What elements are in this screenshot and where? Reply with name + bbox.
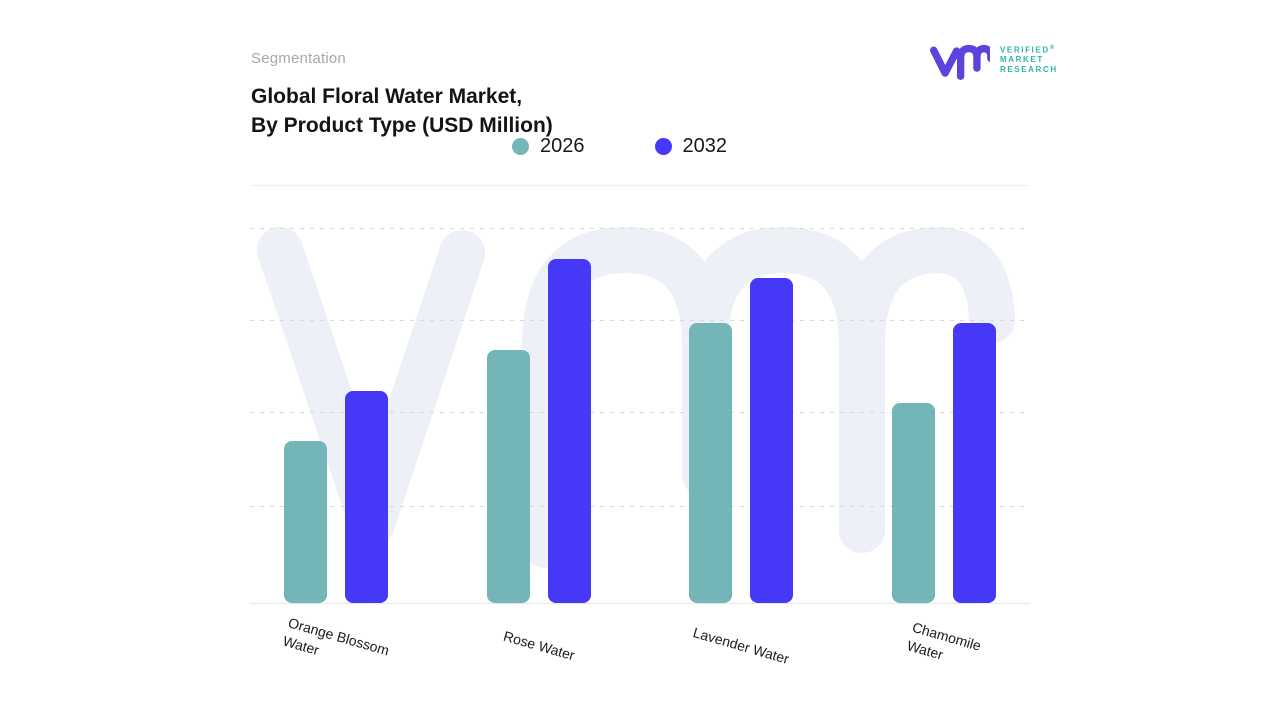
chart-subtitle: Segmentation — [251, 50, 346, 67]
gridline — [250, 411, 1030, 413]
x-axis-label-chamomile-water: Chamomile Water — [905, 618, 983, 663]
legend-label-2032: 2032 — [682, 135, 728, 157]
bar-2026-lavender-water — [689, 323, 732, 603]
gridline — [250, 228, 1030, 230]
plot-area: Orange Blossom Water Rose Water Lavender Wa… — [250, 225, 1030, 667]
bar-2026-rose-water — [487, 349, 530, 603]
x-axis-label-rose-water: Rose Water — [501, 627, 577, 664]
bar-2026-chamomile-water — [892, 402, 935, 603]
bar-2032-chamomile-water — [953, 323, 996, 603]
gridline — [250, 319, 1030, 321]
vmr-logo-text: VERIFIED® MARKET RESEARCH — [1000, 45, 1058, 74]
bar-2026-orange-blossom-water — [284, 440, 327, 603]
bar-2032-lavender-water — [750, 277, 793, 603]
legend-label-2026: 2026 — [540, 135, 585, 157]
header-divider — [250, 185, 1028, 186]
legend-item-2032[interactable]: 2032 — [654, 135, 728, 158]
x-axis-label-orange-blossom-water: Orange Blossom Water — [281, 614, 392, 659]
legend-item-2026[interactable]: 2026 — [512, 135, 585, 158]
legend-swatch-2032-icon — [654, 138, 672, 155]
x-axis-label-lavender-water: Lavender Water — [691, 624, 791, 667]
chart-title-line1: Global Floral Water Market, — [251, 85, 523, 108]
registered-mark: ® — [1049, 45, 1055, 51]
chart-title-line2: By Product Type (USD Million) — [251, 114, 553, 137]
vmr-monogram-icon — [930, 44, 990, 80]
bar-2032-orange-blossom-water — [345, 391, 388, 603]
gridline — [250, 506, 1030, 508]
chart-title: Global Floral Water Market, By Product T… — [251, 82, 553, 140]
chart-legend: 2026 2032 — [512, 135, 727, 158]
vmr-logo: VERIFIED® MARKET RESEARCH — [928, 36, 1058, 84]
bar-2032-rose-water — [548, 259, 591, 603]
legend-swatch-2026-icon — [512, 138, 529, 155]
